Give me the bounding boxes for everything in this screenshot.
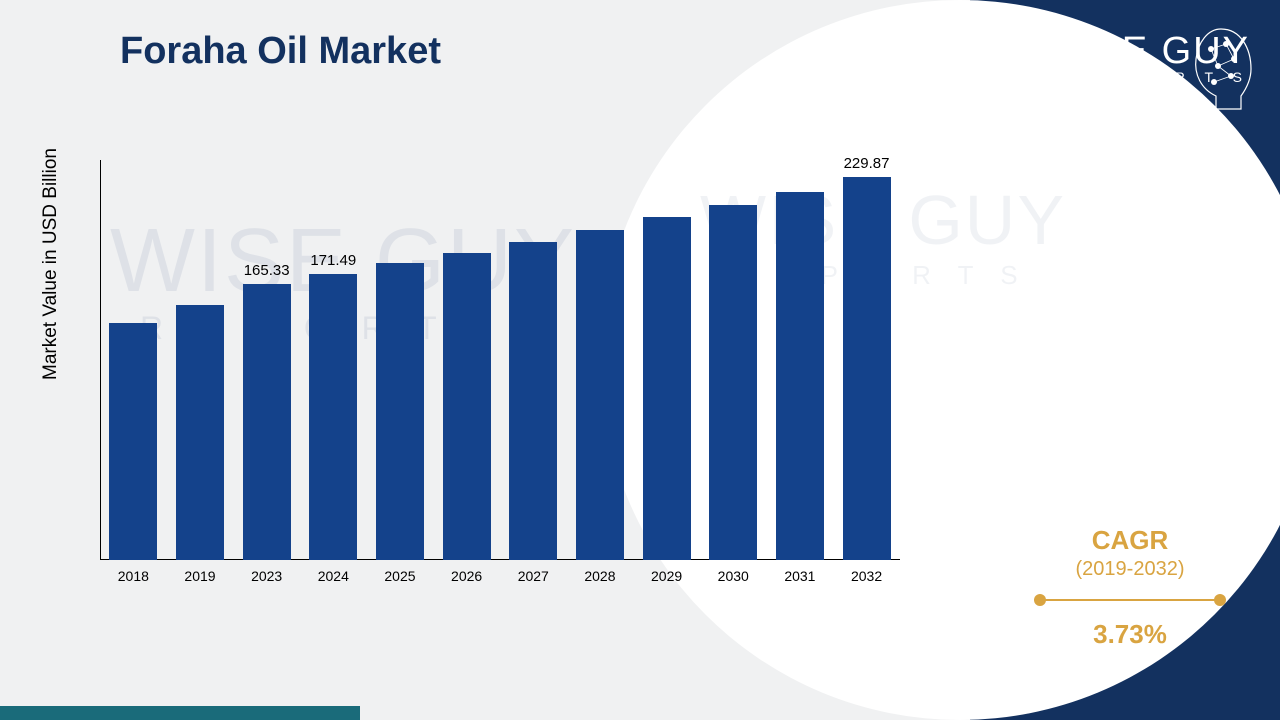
x-labels-container: 2018201920232024202520262027202820292030… (100, 560, 900, 600)
x-tick-label: 2018 (100, 560, 166, 600)
y-axis-label: Market Value in USD Billion (40, 148, 62, 380)
bar (309, 274, 357, 560)
cagr-value: 3.73% (1040, 619, 1220, 650)
bar-value-label: 171.49 (310, 252, 356, 270)
bar (843, 177, 891, 560)
x-tick-label: 2028 (567, 560, 633, 600)
cagr-dot-right (1214, 594, 1226, 606)
bar (109, 323, 157, 560)
bar-wrap (567, 208, 633, 560)
bar (776, 192, 824, 560)
x-tick-label: 2032 (834, 560, 900, 600)
bar (176, 305, 224, 560)
cagr-dot-left (1034, 594, 1046, 606)
x-tick-label: 2029 (634, 560, 700, 600)
bar-wrap (167, 283, 233, 560)
bar-chart: Market Value in USD Billion 165.33171.49… (70, 160, 900, 600)
x-tick-label: 2027 (500, 560, 566, 600)
x-tick-label: 2026 (434, 560, 500, 600)
bar-wrap: 229.87 (834, 155, 900, 560)
bar-wrap (500, 220, 566, 560)
bar-wrap (367, 241, 433, 560)
bar-wrap: 165.33 (234, 262, 300, 560)
bars-container: 165.33171.49229.87 (100, 160, 900, 560)
bar (709, 205, 757, 560)
bar (443, 253, 491, 560)
x-tick-label: 2031 (767, 560, 833, 600)
bar (376, 263, 424, 560)
cagr-divider (1040, 599, 1220, 601)
bar (509, 242, 557, 560)
plot-area: 165.33171.49229.87 (100, 160, 900, 560)
bar-wrap (100, 301, 166, 560)
logo-head-icon (1186, 24, 1256, 114)
bar-wrap (634, 195, 700, 560)
bar (576, 230, 624, 560)
page-title: Foraha Oil Market (120, 30, 441, 73)
x-tick-label: 2019 (167, 560, 233, 600)
bar-wrap (434, 231, 500, 560)
bar-wrap (700, 183, 766, 560)
cagr-panel: CAGR (2019-2032) 3.73% (1040, 525, 1220, 650)
x-tick-label: 2024 (300, 560, 366, 600)
bar-wrap (767, 170, 833, 560)
bottom-accent-bar (0, 706, 360, 720)
x-tick-label: 2030 (700, 560, 766, 600)
cagr-title: CAGR (1040, 525, 1220, 556)
x-tick-label: 2025 (367, 560, 433, 600)
bar-value-label: 165.33 (244, 262, 290, 280)
bar (643, 217, 691, 560)
cagr-range: (2019-2032) (1040, 558, 1220, 581)
bar (243, 284, 291, 560)
report-canvas: Foraha Oil Market WISE GUY R E P O R T S… (0, 0, 1280, 720)
bar-wrap: 171.49 (300, 252, 366, 560)
bar-value-label: 229.87 (844, 155, 890, 173)
x-tick-label: 2023 (234, 560, 300, 600)
